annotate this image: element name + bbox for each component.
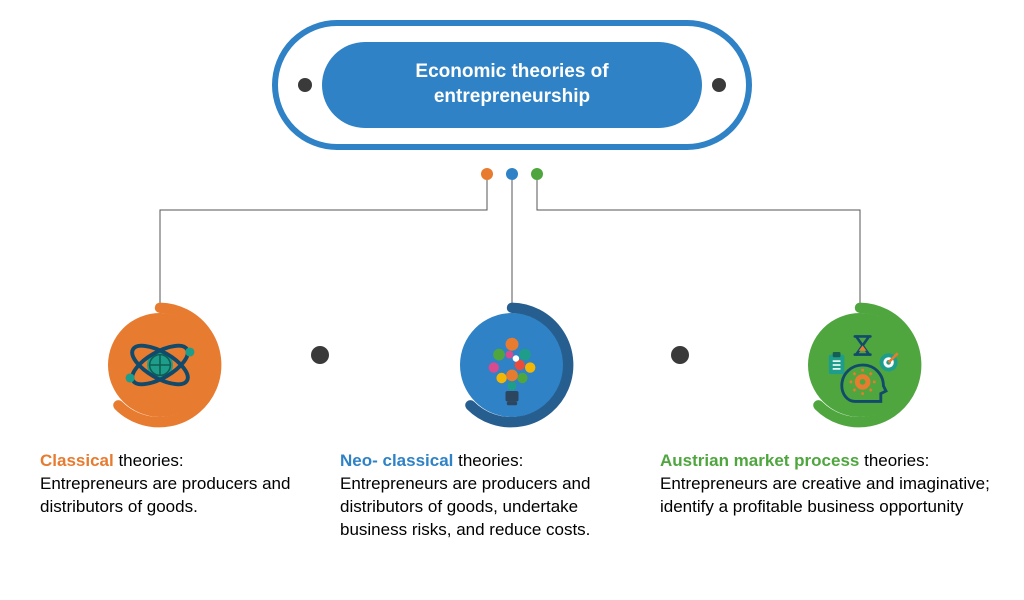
- lead-classical: Classical: [40, 451, 114, 470]
- node-neoclassical: [447, 300, 577, 430]
- capsule-outer-frame: Economic theories of entrepreneurship: [272, 20, 752, 150]
- desc-austrian: Austrian market process theories: Entrep…: [660, 450, 1000, 519]
- rest-neoclassical: theories:: [453, 451, 523, 470]
- body-austrian: Entrepreneurs are creative and imaginati…: [660, 474, 990, 516]
- rest-classical: theories:: [114, 451, 184, 470]
- capsule-left-dot-icon: [298, 78, 312, 92]
- header-title: Economic theories of entrepreneurship: [322, 42, 702, 128]
- connector-lines: [0, 150, 1024, 320]
- separator-dot-icon: [671, 346, 689, 364]
- lead-neoclassical: Neo- classical: [340, 451, 453, 470]
- rest-austrian: theories:: [859, 451, 929, 470]
- separator-dot-icon: [311, 346, 329, 364]
- body-classical: Entrepreneurs are producers and distribu…: [40, 474, 290, 516]
- capsule-right-dot-icon: [712, 78, 726, 92]
- body-neoclassical: Entrepreneurs are producers and distribu…: [340, 474, 590, 539]
- desc-neoclassical: Neo- classical theories: Entrepreneurs a…: [340, 450, 640, 542]
- desc-classical: Classical theories: Entrepreneurs are pr…: [40, 450, 340, 519]
- header-capsule: Economic theories of entrepreneurship: [272, 20, 752, 150]
- lead-austrian: Austrian market process: [660, 451, 859, 470]
- node-classical: [95, 300, 225, 430]
- node-austrian: [795, 300, 925, 430]
